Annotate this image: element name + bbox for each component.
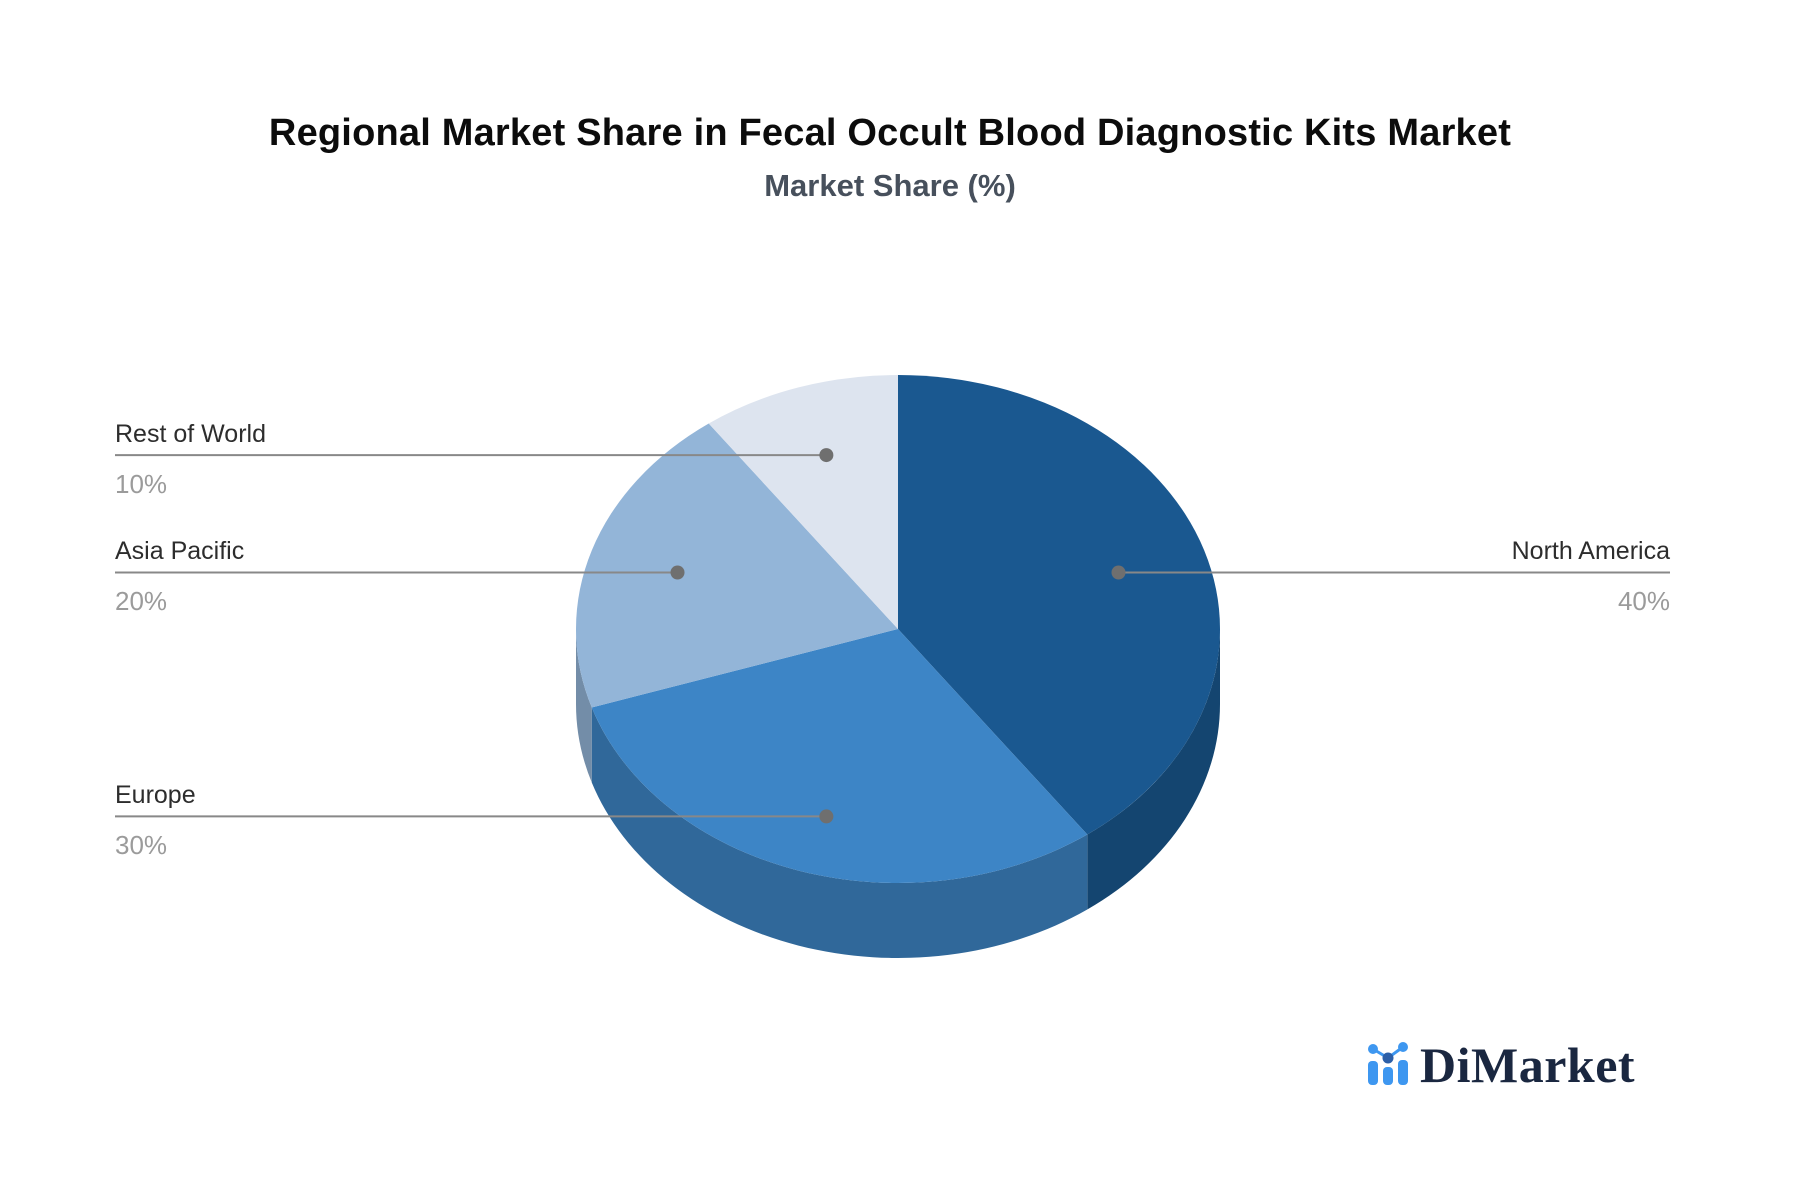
leader-dot [1111, 565, 1126, 580]
slice-percent: 30% [115, 830, 168, 861]
slice-label: North America [1511, 537, 1670, 566]
leader-dot [670, 565, 685, 580]
bar-line-chart-icon [1368, 1042, 1408, 1085]
slice-label: Europe [115, 781, 196, 810]
pie-3d-rim [576, 629, 1220, 959]
pie-slices [575, 375, 1221, 884]
leader-dot [819, 448, 834, 463]
pie-slice-asia-pacific[interactable] [575, 423, 898, 708]
pie-slice-rim-2 [576, 629, 592, 783]
slice-percent: 20% [115, 586, 168, 617]
slice-percent: 10% [115, 469, 168, 500]
pie-slice-rim-1 [591, 707, 1088, 959]
slice-label: Rest of World [115, 420, 266, 449]
chart-subtitle: Market Share (%) [764, 168, 1016, 203]
leader-dot [819, 809, 834, 824]
slice-percent: 40% [1617, 586, 1670, 617]
logo-text: DiMarket [1420, 1037, 1636, 1093]
pie-slice-rim-0 [1087, 629, 1220, 910]
pie-slice-rest-of-world[interactable] [708, 375, 898, 629]
pie-slice-europe[interactable] [591, 629, 1088, 884]
dimarket-logo[interactable]: DiMarket [1366, 1037, 1636, 1093]
slice-label: Asia Pacific [115, 537, 245, 566]
chart-title: Regional Market Share in Fecal Occult Bl… [268, 112, 1512, 154]
callout-lines [115, 448, 1670, 824]
pie-slice-north-america[interactable] [898, 375, 1221, 835]
